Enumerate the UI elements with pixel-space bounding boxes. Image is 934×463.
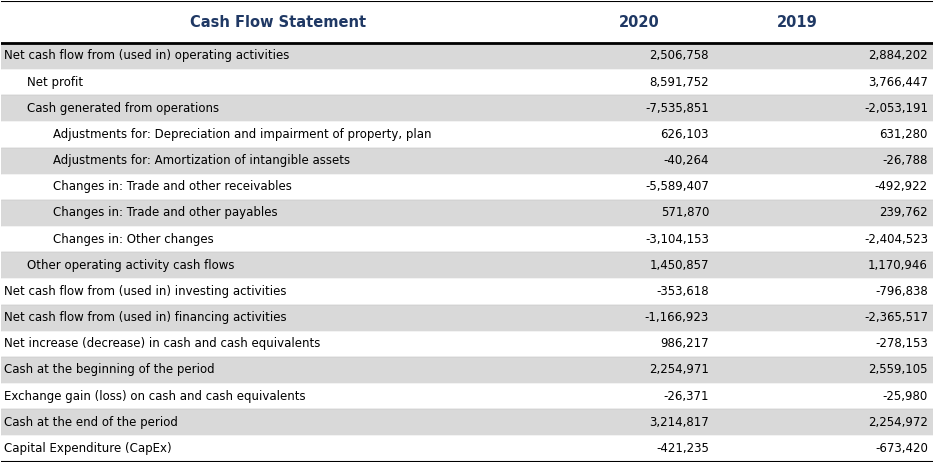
Text: Net increase (decrease) in cash and cash equivalents: Net increase (decrease) in cash and cash… (4, 338, 320, 350)
Text: Cash generated from operations: Cash generated from operations (27, 102, 219, 115)
Bar (1, 226, 933, 252)
Text: Cash at the end of the period: Cash at the end of the period (4, 416, 178, 429)
Bar (1, 95, 933, 121)
Bar (1, 200, 933, 226)
Text: -2,365,517: -2,365,517 (864, 311, 928, 324)
Text: -40,264: -40,264 (664, 154, 709, 167)
Text: Changes in: Trade and other payables: Changes in: Trade and other payables (52, 206, 277, 219)
Text: 3,214,817: 3,214,817 (649, 416, 709, 429)
Text: -25,980: -25,980 (883, 390, 928, 403)
Text: -5,589,407: -5,589,407 (645, 180, 709, 193)
Bar (1, 435, 933, 462)
Text: Adjustments for: Amortization of intangible assets: Adjustments for: Amortization of intangi… (52, 154, 349, 167)
Text: -26,371: -26,371 (664, 390, 709, 403)
Text: 3,766,447: 3,766,447 (868, 75, 928, 88)
Bar (1, 43, 933, 69)
Text: 1,170,946: 1,170,946 (868, 259, 928, 272)
Text: Net cash flow from (used in) operating activities: Net cash flow from (used in) operating a… (4, 50, 290, 63)
Bar (1, 69, 933, 95)
Text: -2,053,191: -2,053,191 (864, 102, 928, 115)
Text: -278,153: -278,153 (875, 338, 928, 350)
Bar (1, 331, 933, 357)
Text: 2020: 2020 (619, 15, 659, 30)
Text: -353,618: -353,618 (657, 285, 709, 298)
Bar (1, 357, 933, 383)
Bar (1, 174, 933, 200)
Bar (1, 383, 933, 409)
Text: -492,922: -492,922 (875, 180, 928, 193)
Text: 571,870: 571,870 (660, 206, 709, 219)
Text: -3,104,153: -3,104,153 (645, 232, 709, 246)
Text: -26,788: -26,788 (883, 154, 928, 167)
Text: 1,450,857: 1,450,857 (650, 259, 709, 272)
Bar (1, 409, 933, 435)
Text: Cash Flow Statement: Cash Flow Statement (191, 15, 366, 30)
Text: -796,838: -796,838 (875, 285, 928, 298)
Text: -1,166,923: -1,166,923 (644, 311, 709, 324)
Text: 2,254,971: 2,254,971 (649, 363, 709, 376)
Text: -421,235: -421,235 (657, 442, 709, 455)
Bar (1, 121, 933, 148)
Bar (1, 305, 933, 331)
Text: 986,217: 986,217 (660, 338, 709, 350)
Text: 2,884,202: 2,884,202 (869, 50, 928, 63)
Text: Changes in: Other changes: Changes in: Other changes (52, 232, 213, 246)
Text: 8,591,752: 8,591,752 (649, 75, 709, 88)
Text: Other operating activity cash flows: Other operating activity cash flows (27, 259, 235, 272)
Text: Net profit: Net profit (27, 75, 83, 88)
Text: 2,506,758: 2,506,758 (650, 50, 709, 63)
Text: Adjustments for: Depreciation and impairment of property, plan: Adjustments for: Depreciation and impair… (52, 128, 432, 141)
Text: Changes in: Trade and other receivables: Changes in: Trade and other receivables (52, 180, 291, 193)
Text: 2019: 2019 (777, 15, 818, 30)
Bar (1, 252, 933, 278)
Text: 2,559,105: 2,559,105 (869, 363, 928, 376)
Text: 239,762: 239,762 (879, 206, 928, 219)
Text: -2,404,523: -2,404,523 (864, 232, 928, 246)
Text: 631,280: 631,280 (880, 128, 928, 141)
Bar (1, 1, 933, 43)
Text: Net cash flow from (used in) financing activities: Net cash flow from (used in) financing a… (4, 311, 287, 324)
Text: -673,420: -673,420 (875, 442, 928, 455)
Text: Cash at the beginning of the period: Cash at the beginning of the period (4, 363, 215, 376)
Text: Net cash flow from (used in) investing activities: Net cash flow from (used in) investing a… (4, 285, 287, 298)
Text: 626,103: 626,103 (660, 128, 709, 141)
Text: Exchange gain (loss) on cash and cash equivalents: Exchange gain (loss) on cash and cash eq… (4, 390, 305, 403)
Text: -7,535,851: -7,535,851 (645, 102, 709, 115)
Text: 2,254,972: 2,254,972 (868, 416, 928, 429)
Text: Capital Expenditure (CapEx): Capital Expenditure (CapEx) (4, 442, 172, 455)
Bar (1, 148, 933, 174)
Bar (1, 278, 933, 305)
